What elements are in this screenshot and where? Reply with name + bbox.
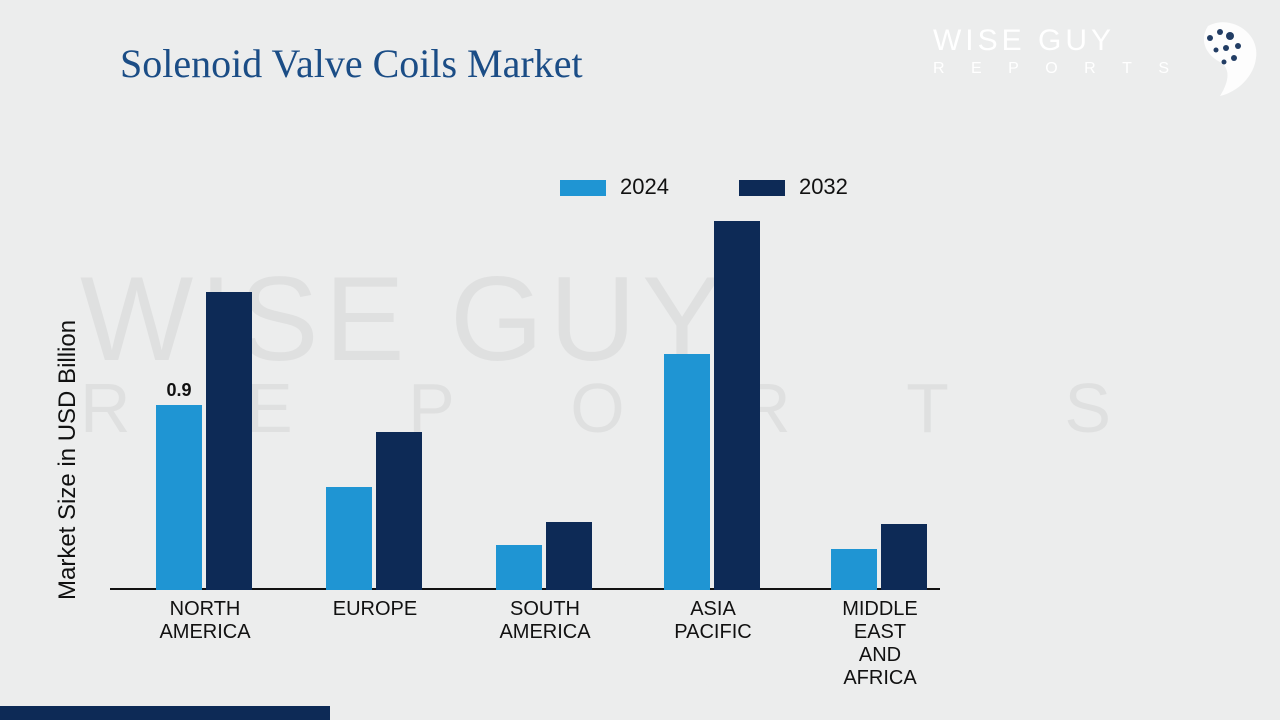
category-label: NORTHAMERICA <box>130 590 280 644</box>
legend-label-a: 2024 <box>620 174 669 199</box>
bar-series-a <box>326 487 372 590</box>
value-label: 0.9 <box>149 380 209 401</box>
legend-item-a: 2024 <box>560 174 669 200</box>
legend-swatch-a <box>560 180 606 196</box>
brand-line1: WISE GUY <box>933 24 1180 58</box>
bottom-strip <box>0 706 330 720</box>
legend-label-b: 2032 <box>799 174 848 199</box>
logo-head-icon <box>1190 18 1260 98</box>
chart-title: Solenoid Valve Coils Market <box>120 40 583 87</box>
bar-series-b <box>376 432 422 590</box>
legend-swatch-b <box>739 180 785 196</box>
bar-series-a <box>156 405 202 590</box>
category-label: EUROPE <box>300 590 450 621</box>
plot-area: NORTHAMERICA0.9EUROPESOUTHAMERICAASIAPAC… <box>110 200 940 590</box>
bar-series-a <box>664 354 710 590</box>
category-label: MIDDLEEASTANDAFRICA <box>805 590 955 690</box>
category-label: ASIAPACIFIC <box>638 590 788 644</box>
chart-canvas: WISE GUY R E P O R T S Solenoid Valve Co… <box>0 0 1280 720</box>
category-label: SOUTHAMERICA <box>470 590 620 644</box>
bar-series-a <box>496 545 542 590</box>
y-axis-label: Market Size in USD Billion <box>54 320 82 600</box>
bar-series-a <box>831 549 877 590</box>
legend-item-b: 2032 <box>739 174 848 200</box>
bar-series-b <box>714 221 760 590</box>
bar-series-b <box>206 292 252 590</box>
bar-series-b <box>546 522 592 590</box>
bar-series-b <box>881 524 927 590</box>
brand-line2: R E P O R T S <box>933 60 1180 78</box>
brand-logo: WISE GUY R E P O R T S <box>933 24 1180 78</box>
legend: 2024 2032 <box>560 174 848 200</box>
